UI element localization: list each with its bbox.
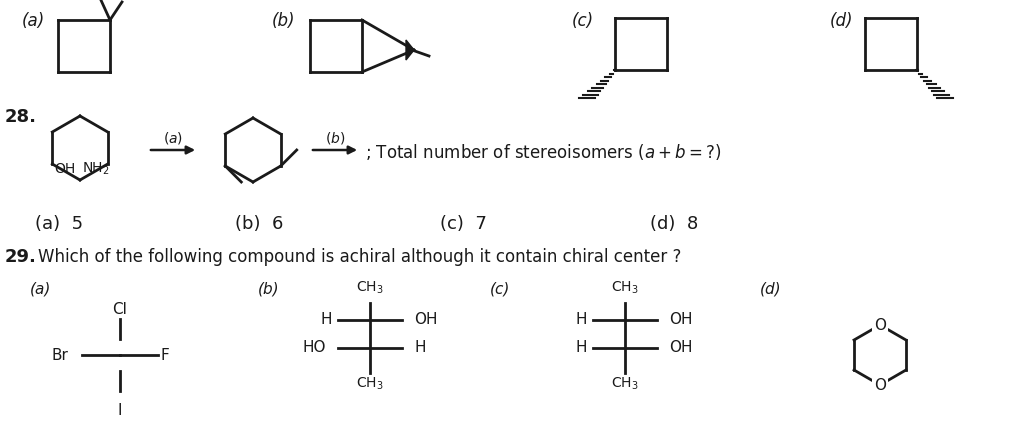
Text: 29.: 29. [5, 248, 37, 266]
Text: O: O [874, 317, 886, 332]
Text: (d): (d) [830, 12, 853, 30]
Text: (b): (b) [258, 282, 280, 297]
Text: OH: OH [54, 162, 76, 176]
Text: H: H [414, 340, 426, 355]
Text: NH$_2$: NH$_2$ [82, 161, 110, 177]
Text: (a): (a) [30, 282, 51, 297]
Text: H: H [321, 312, 332, 328]
Text: (a)  5: (a) 5 [35, 215, 83, 233]
Polygon shape [406, 40, 414, 60]
Text: (a): (a) [22, 12, 45, 30]
Text: O: O [874, 377, 886, 393]
Text: Br: Br [51, 348, 68, 363]
Text: Cl: Cl [113, 302, 127, 317]
Text: (d): (d) [760, 282, 781, 297]
Text: OH: OH [669, 312, 692, 328]
Text: I: I [118, 403, 122, 418]
Text: (c): (c) [490, 282, 510, 297]
Text: ; Total number of stereoisomers $(a+b=?)$: ; Total number of stereoisomers $(a+b=?)… [365, 142, 722, 162]
Text: (c)  7: (c) 7 [440, 215, 486, 233]
Text: $(b)$: $(b)$ [325, 130, 345, 145]
Text: F: F [160, 348, 169, 363]
Text: OH: OH [414, 312, 437, 328]
Text: (b): (b) [272, 12, 296, 30]
Text: (c): (c) [572, 12, 594, 30]
Text: CH$_3$: CH$_3$ [611, 376, 639, 392]
Text: CH$_3$: CH$_3$ [611, 280, 639, 296]
Text: (b)  6: (b) 6 [234, 215, 284, 233]
Text: H: H [575, 340, 587, 355]
Text: (d)  8: (d) 8 [650, 215, 698, 233]
Text: 28.: 28. [5, 108, 37, 126]
Text: $(a)$: $(a)$ [163, 130, 183, 145]
Text: Which of the following compound is achiral although it contain chiral center ?: Which of the following compound is achir… [38, 248, 681, 266]
Text: CH$_3$: CH$_3$ [356, 376, 384, 392]
Text: CH$_3$: CH$_3$ [356, 280, 384, 296]
Text: HO: HO [302, 340, 326, 355]
Text: H: H [575, 312, 587, 328]
Text: OH: OH [669, 340, 692, 355]
